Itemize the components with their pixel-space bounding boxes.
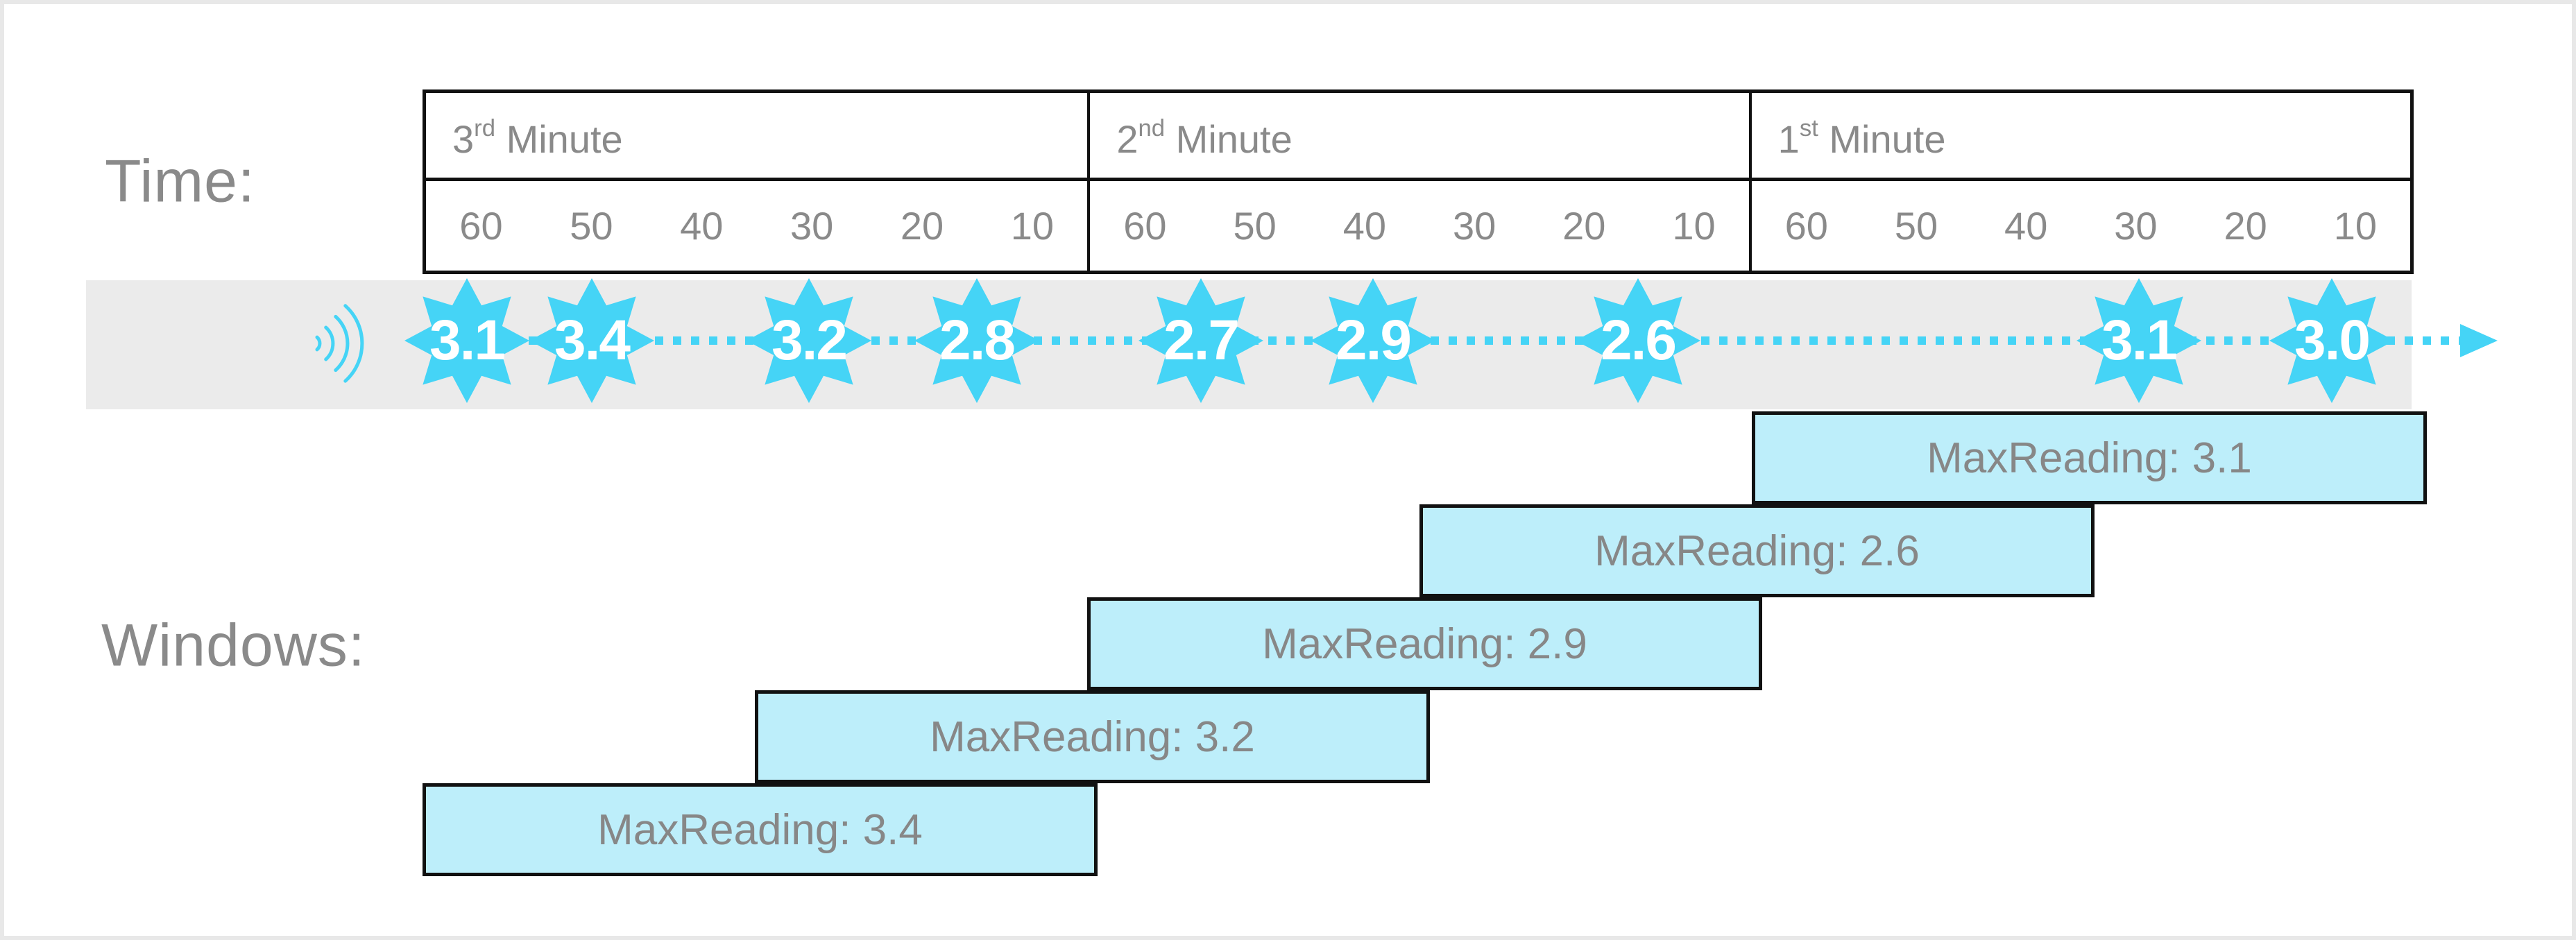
event-value: 3.2 [771,309,848,372]
tick-label: 60 [1123,204,1167,248]
minute-ordinal: 1 [1777,117,1800,161]
window-box: MaxReading: 3.2 [755,690,1430,783]
event-marker: 2.6 [1576,278,1700,403]
tick-label: 60 [1784,204,1828,248]
minute-word: Minute [1818,117,1946,161]
starburst-icon [747,278,871,403]
event-marker: 3.1 [2076,278,2201,403]
starburst-icon [529,278,654,403]
windows-row-label: Windows: [101,612,366,679]
event-marker: 3.2 [747,278,871,403]
event-value: 2.6 [1601,309,1677,372]
window-label: MaxReading: 3.1 [1927,434,2252,482]
minute-word: Minute [495,117,623,161]
tick-label: 20 [900,204,944,248]
window-box: MaxReading: 2.6 [1419,504,2095,597]
minute-ordinal: 2 [1116,117,1138,161]
event-value: 2.8 [939,309,1016,372]
event-value: 3.0 [2294,309,2371,372]
event-marker: 3.1 [404,278,529,403]
tick-label: 30 [790,204,834,248]
tick-label: 30 [2114,204,2158,248]
window-label: MaxReading: 3.4 [597,805,923,854]
window-box: MaxReading: 2.9 [1087,597,1762,690]
window-label: MaxReading: 3.2 [930,712,1255,761]
signal-waves-icon [315,304,364,383]
event-marker: 3.4 [529,278,654,403]
event-value: 2.7 [1163,309,1240,372]
window-box: MaxReading: 3.4 [423,783,1098,876]
minute-ordinal: 3 [452,117,475,161]
event-value: 3.1 [2101,309,2178,372]
tick-label: 40 [1342,204,1387,248]
event-marker: 3.0 [2269,278,2394,403]
tick-row: 60 50 40 30 20 10 [426,181,1087,271]
event-marker: 2.9 [1311,278,1435,403]
starburst-icon [404,278,529,403]
event-value: 3.1 [429,309,506,372]
starburst-icon [1576,278,1700,403]
starburst-icon [1138,278,1263,403]
event-marker: 2.8 [914,278,1039,403]
tick-label: 30 [1452,204,1496,248]
window-label: MaxReading: 2.9 [1262,619,1587,668]
time-row-label: Time: [105,148,255,215]
tick-label: 40 [680,204,724,248]
event-marker: 2.7 [1138,278,1263,403]
starburst-icon [2269,278,2394,403]
event-value: 2.9 [1336,309,1412,372]
tick-label: 50 [570,204,613,248]
starburst-icon [2076,278,2201,403]
starburst-icon [914,278,1039,403]
tick-label: 20 [1562,204,1606,248]
tick-label: 40 [2004,204,2048,248]
event-value: 3.4 [554,309,631,372]
tick-label: 50 [1233,204,1277,248]
tick-label: 60 [459,204,503,248]
window-box: MaxReading: 3.1 [1752,411,2427,504]
minute-word: Minute [1165,117,1293,161]
tick-row: 60 50 40 30 20 10 [1090,181,1748,271]
timeline-arrow-icon [2460,324,2498,357]
tick-label: 10 [2333,204,2377,248]
tick-label: 20 [2224,204,2267,248]
tick-label: 10 [1672,204,1716,248]
tick-label: 50 [1894,204,1938,248]
window-label: MaxReading: 2.6 [1594,527,1920,575]
tick-label: 10 [1010,204,1055,248]
tick-row: 60 50 40 30 20 10 [1752,181,2410,271]
starburst-icon [1311,278,1435,403]
